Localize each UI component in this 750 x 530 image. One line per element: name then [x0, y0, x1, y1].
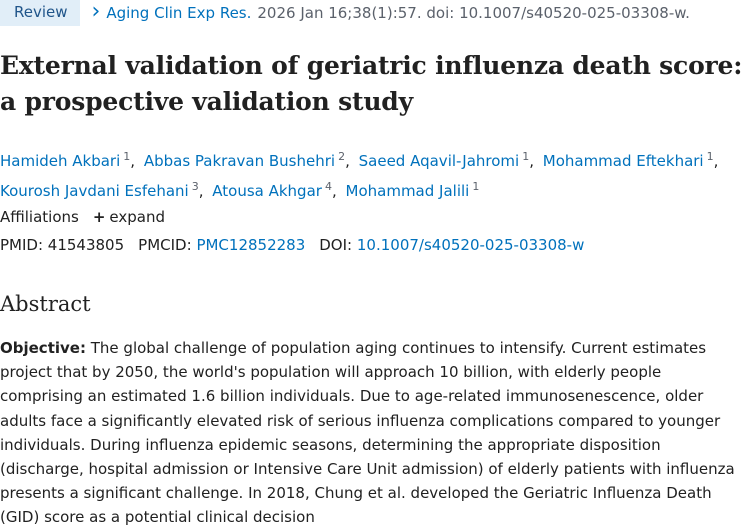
- author: Mohammad Eftekhari 1: [542, 150, 723, 170]
- header: Review Aging Clin Exp Res. 2026 Jan 16;3…: [0, 0, 690, 26]
- author: Mohammad Jalili 1: [345, 180, 480, 200]
- identifier-label: PMID:: [0, 236, 44, 254]
- article-title: External validation of geriatric influen…: [0, 51, 743, 116]
- abstract-body: The global challenge of population aging…: [0, 339, 735, 527]
- identifier-value[interactable]: PMC12852283: [196, 236, 306, 254]
- identifier-label: PMCID:: [138, 236, 192, 254]
- affiliations: Affiliations + expand: [0, 208, 165, 226]
- identifier-label: DOI:: [319, 236, 353, 254]
- abstract-heading: Abstract: [0, 292, 91, 316]
- identifier: PMID: 41543805: [0, 236, 124, 254]
- badge: Review: [0, 0, 80, 26]
- journal-link[interactable]: Aging Clin Exp Res.: [92, 4, 251, 22]
- expand-button[interactable]: expand: [109, 208, 166, 226]
- identifier-value[interactable]: 10.1007/s40520-025-03308-w: [356, 236, 585, 254]
- identifier: PMCID: PMC12852283: [138, 236, 305, 254]
- author: Saeed Aqavil-Jahromi 1: [358, 150, 538, 170]
- identifier-value: 41543805: [47, 236, 125, 254]
- affiliation-number[interactable]: 1: [123, 150, 131, 163]
- affiliation-number[interactable]: 4: [324, 180, 332, 193]
- author-name[interactable]: Mohammad Eftekhari: [542, 152, 704, 170]
- author: Atousa Akhgar 4: [212, 180, 340, 200]
- affiliation-number[interactable]: 2: [338, 150, 346, 163]
- author-name[interactable]: Abbas Pakravan Bushehri: [143, 152, 336, 170]
- author-name[interactable]: Hamideh Akbari: [0, 152, 121, 170]
- author-name[interactable]: Saeed Aqavil-Jahromi: [358, 152, 520, 170]
- author-name[interactable]: Mohammad Jalili: [345, 182, 470, 200]
- author-name[interactable]: Atousa Akhgar: [212, 182, 322, 200]
- affiliation-number[interactable]: 1: [522, 150, 530, 163]
- affiliation-number[interactable]: 1: [472, 180, 480, 193]
- affiliations-label: Affiliations: [0, 208, 79, 226]
- affiliation-number[interactable]: 3: [191, 180, 199, 193]
- author: Abbas Pakravan Bushehri 2: [143, 150, 354, 170]
- page: Review Aging Clin Exp Res. 2026 Jan 16;3…: [0, 0, 750, 500]
- abstract-label: Objective:: [0, 339, 86, 357]
- author: Kourosh Javdani Esfehani 3: [0, 180, 207, 200]
- citation: 2026 Jan 16;38(1):57. doi: 10.1007/s4052…: [257, 4, 690, 22]
- plus-icon[interactable]: +: [92, 208, 106, 226]
- identifiers: PMID: 41543805 PMCID: PMC12852283 DOI: 10.…: [0, 236, 598, 254]
- abstract-text: Objective: The global challenge of popul…: [0, 336, 748, 530]
- author: Hamideh Akbari 1: [0, 150, 139, 170]
- identifier: DOI: 10.1007/s40520-025-03308-w: [319, 236, 584, 254]
- author-name[interactable]: Kourosh Javdani Esfehani: [0, 182, 189, 200]
- affiliation-number[interactable]: 1: [706, 150, 714, 163]
